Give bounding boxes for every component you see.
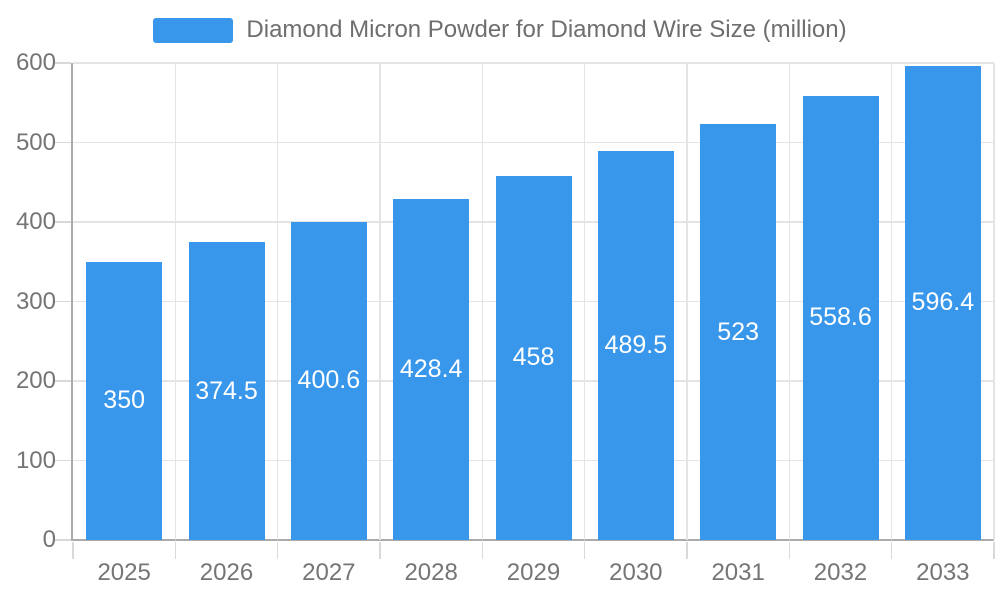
x-axis-tick <box>174 542 177 559</box>
y-axis-tick <box>55 539 71 541</box>
bar-value-label: 458 <box>512 343 555 372</box>
x-gridline <box>276 63 279 540</box>
chart-legend[interactable]: Diamond Micron Powder for Diamond Wire S… <box>0 16 1000 44</box>
bar-2030[interactable]: 489.5 <box>597 150 674 540</box>
y-tick-label: 400 <box>15 208 56 235</box>
x-tick-label: 2028 <box>404 559 458 586</box>
x-gridline <box>686 63 688 540</box>
bar-value-label: 489.5 <box>604 330 668 359</box>
x-tick-label: 2026 <box>199 559 254 586</box>
x-axis-tick <box>583 542 586 559</box>
x-gridline <box>583 63 586 540</box>
y-tick-label: 600 <box>15 49 56 76</box>
legend-label: Diamond Micron Powder for Diamond Wire S… <box>246 16 847 43</box>
x-gridline <box>993 63 995 540</box>
bar-value-label: 596.4 <box>911 288 975 317</box>
y-axis-tick <box>55 221 71 223</box>
x-gridline <box>174 63 177 540</box>
bar-value-label: 523 <box>717 317 760 346</box>
x-axis-tick <box>379 542 381 559</box>
y-tick-label: 300 <box>15 287 56 315</box>
x-tick-label: 2025 <box>97 559 151 586</box>
bar-value-label: 428.4 <box>399 355 463 384</box>
x-tick-label: 2033 <box>916 559 970 586</box>
y-axis-tick <box>55 459 71 462</box>
bar-2031[interactable]: 523 <box>700 124 777 540</box>
x-axis-tick <box>686 542 688 559</box>
y-axis-tick <box>55 300 71 303</box>
x-tick-label: 2030 <box>609 559 663 586</box>
plot-area: 350 374.5 400.6 428.4 458 489.5 523 558.6 596.4 <box>55 62 995 559</box>
x-tick-label: 2032 <box>813 559 868 586</box>
bar-value-label: 350 <box>103 386 146 415</box>
y-axis-tick <box>55 141 71 144</box>
x-axis-tick <box>890 542 893 559</box>
x-axis-line <box>71 539 994 541</box>
x-gridline <box>788 63 791 540</box>
bar-2033[interactable]: 596.4 <box>904 65 981 540</box>
x-axis-tick <box>788 542 791 559</box>
y-axis-tick <box>55 380 71 382</box>
x-axis-tick <box>276 542 279 559</box>
y-tick-label: 0 <box>42 526 56 553</box>
y-gridline <box>73 62 994 64</box>
y-tick-label: 500 <box>15 128 56 156</box>
bar-value-label: 374.5 <box>195 376 258 405</box>
x-axis-tick <box>993 542 995 559</box>
y-gridline <box>73 141 994 144</box>
y-tick-label: 100 <box>15 446 56 474</box>
x-axis-tick <box>481 542 484 559</box>
bar-value-label: 558.6 <box>809 303 872 332</box>
x-tick-label: 2031 <box>711 559 765 586</box>
bar-2029[interactable]: 458 <box>495 175 572 540</box>
y-axis-tick <box>55 62 71 64</box>
bar-2026[interactable]: 374.5 <box>188 242 265 540</box>
y-axis-line <box>71 63 73 540</box>
x-axis-tick <box>72 542 74 559</box>
x-gridline <box>481 63 484 540</box>
x-tick-label: 2027 <box>302 559 356 586</box>
legend-swatch <box>153 17 234 43</box>
bar-2032[interactable]: 558.6 <box>802 95 879 540</box>
bar-2025[interactable]: 350 <box>86 261 163 540</box>
x-tick-label: 2029 <box>506 559 561 586</box>
y-tick-label: 200 <box>15 367 56 394</box>
bar-2028[interactable]: 428.4 <box>393 199 470 540</box>
bar-value-label: 400.6 <box>297 366 361 395</box>
x-gridline <box>379 63 381 540</box>
x-gridline <box>890 63 893 540</box>
bar-2027[interactable]: 400.6 <box>290 221 367 540</box>
